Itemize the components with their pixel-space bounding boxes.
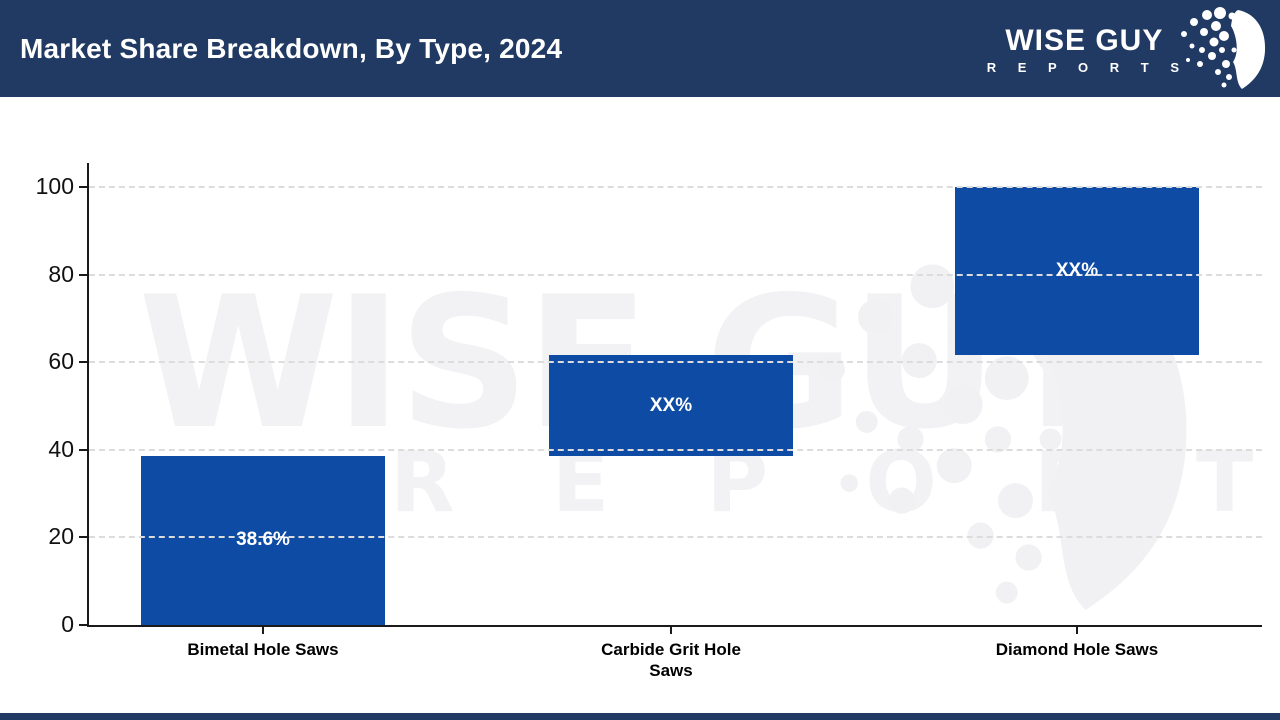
bar-2	[549, 355, 793, 456]
page-title: Market Share Breakdown, By Type, 2024	[20, 32, 563, 64]
x-category-label: Diamond Hole Saws	[977, 639, 1177, 660]
x-category-label-line: Saws	[649, 661, 693, 680]
y-tick-mark	[79, 361, 87, 364]
gridline-40	[89, 448, 1262, 451]
bar-1	[141, 455, 385, 625]
y-tick-label: 40	[48, 435, 74, 462]
x-category-label-line: Carbide Grit Hole	[601, 640, 741, 659]
y-tick-label: 0	[61, 611, 74, 637]
logo-subtitle: R E P O R T S	[986, 59, 1188, 75]
y-tick-label: 20	[48, 523, 74, 550]
logo-text: WISE GUY R E P O R T S	[981, 24, 1188, 75]
y-tick-mark	[79, 273, 87, 276]
x-category-label: Carbide Grit Hole Saws	[571, 639, 771, 681]
x-tick-mark	[670, 627, 672, 634]
header-band: Market Share Breakdown, By Type, 2024 WI…	[0, 0, 1280, 97]
y-axis-line	[87, 163, 89, 627]
gridline-60	[89, 361, 1262, 364]
footer-band	[0, 713, 1280, 720]
x-tick-mark	[262, 627, 264, 634]
x-category-label-line: Diamond Hole Saws	[995, 640, 1159, 659]
y-tick-mark	[79, 186, 87, 188]
bar-value-label: XX%	[1055, 260, 1099, 282]
wise-guy-logo: WISE GUY R E P O R T S	[981, 6, 1270, 92]
y-tick-mark	[79, 624, 87, 626]
x-axis-line	[87, 625, 1262, 627]
x-tick-mark	[1076, 627, 1078, 634]
y-tick-mark	[79, 536, 87, 539]
y-tick-label: 60	[48, 348, 74, 375]
y-tick-label: 100	[35, 173, 74, 199]
x-category-label-line: Bimetal Hole Saws	[187, 640, 339, 659]
y-tick-mark	[79, 448, 87, 451]
dotted-face-profile-icon	[1181, 7, 1266, 89]
gridline-100	[89, 186, 1262, 188]
gridline-20	[89, 536, 1262, 539]
x-category-label: Bimetal Hole Saws	[163, 639, 363, 660]
bar-3	[955, 187, 1199, 356]
bar-value-label: 38.6%	[236, 529, 290, 551]
gridline-80	[89, 273, 1262, 276]
y-tick-label: 80	[48, 260, 74, 287]
bar-value-label: XX%	[649, 394, 693, 416]
logo-wordmark: WISE GUY	[1005, 23, 1164, 57]
